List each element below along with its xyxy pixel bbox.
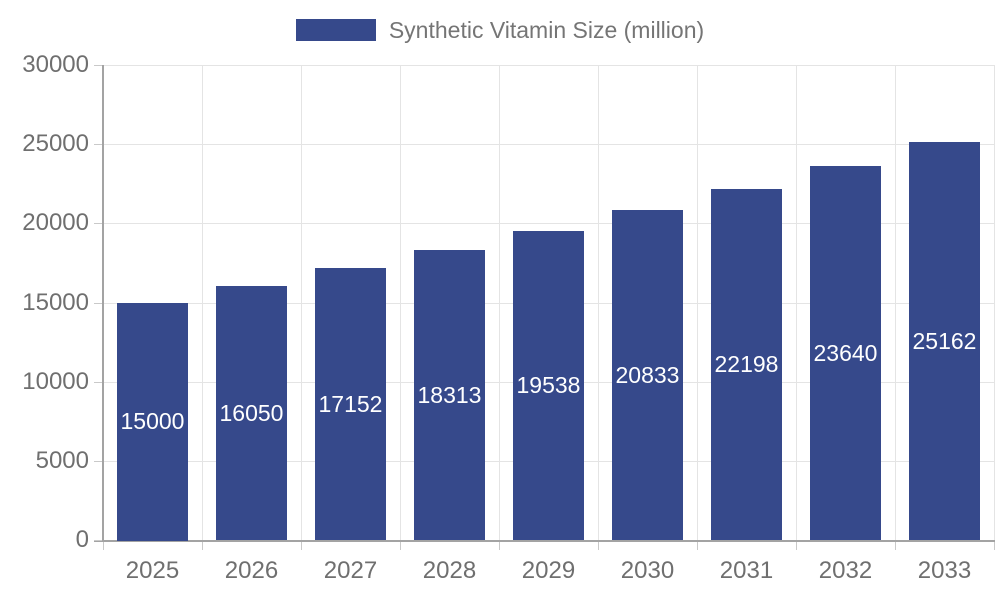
y-tick-label: 10000 bbox=[22, 368, 89, 395]
gridline-vertical bbox=[301, 65, 302, 540]
bar-value-label: 23640 bbox=[813, 340, 878, 366]
bar-2031[interactable] bbox=[711, 189, 782, 540]
x-tick-label-2027: 2027 bbox=[323, 557, 378, 584]
x-axis-tick bbox=[895, 542, 896, 550]
x-axis-tick bbox=[202, 542, 203, 550]
x-tick-label-2028: 2028 bbox=[422, 557, 477, 584]
bar-value-label: 20833 bbox=[615, 362, 680, 388]
y-axis-tick bbox=[94, 382, 102, 383]
bar-2028[interactable] bbox=[414, 250, 485, 540]
gridline-vertical bbox=[598, 65, 599, 540]
bar-value-label: 17152 bbox=[318, 391, 383, 417]
y-tick-label: 5000 bbox=[35, 447, 89, 474]
x-tick-label-2032: 2032 bbox=[818, 557, 873, 584]
legend-label: Synthetic Vitamin Size (million) bbox=[388, 16, 705, 43]
y-axis-tick bbox=[94, 65, 102, 66]
gridline-vertical bbox=[499, 65, 500, 540]
y-axis-tick bbox=[94, 461, 102, 462]
gridline-vertical bbox=[796, 65, 797, 540]
x-tick-label-2031: 2031 bbox=[719, 557, 774, 584]
bar-2026[interactable] bbox=[216, 286, 287, 540]
x-axis-tick bbox=[994, 542, 995, 550]
y-axis-line bbox=[102, 65, 104, 540]
gridline-vertical bbox=[697, 65, 698, 540]
gridline-vertical bbox=[994, 65, 995, 540]
x-axis-tick bbox=[796, 542, 797, 550]
x-axis-tick bbox=[499, 542, 500, 550]
x-axis-line bbox=[94, 540, 995, 542]
y-axis-tick bbox=[94, 223, 102, 224]
x-axis-tick bbox=[301, 542, 302, 550]
bar-2030[interactable] bbox=[612, 210, 683, 540]
y-tick-label: 30000 bbox=[22, 51, 89, 78]
bar-2033[interactable] bbox=[909, 142, 980, 540]
gridline-vertical bbox=[895, 65, 896, 540]
gridline-vertical bbox=[202, 65, 203, 540]
y-tick-label: 15000 bbox=[22, 289, 89, 316]
y-axis-tick bbox=[94, 303, 102, 304]
bar-value-label: 25162 bbox=[912, 328, 977, 354]
y-axis-tick bbox=[94, 144, 102, 145]
x-tick-label-2029: 2029 bbox=[521, 557, 576, 584]
bar-2027[interactable] bbox=[315, 268, 386, 540]
bar-value-label: 22198 bbox=[714, 351, 779, 377]
bar-value-label: 16050 bbox=[219, 400, 284, 426]
gridline-horizontal bbox=[103, 144, 994, 145]
x-axis-tick bbox=[103, 542, 104, 550]
legend-item[interactable]: Synthetic Vitamin Size (million) bbox=[0, 16, 1000, 44]
bar-2025[interactable] bbox=[117, 303, 188, 541]
gridline-horizontal bbox=[103, 223, 994, 224]
x-tick-label-2026: 2026 bbox=[224, 557, 279, 584]
gridline-horizontal bbox=[103, 65, 994, 66]
x-tick-label-2030: 2030 bbox=[620, 557, 675, 584]
y-tick-label: 20000 bbox=[22, 209, 89, 236]
bar-2032[interactable] bbox=[810, 166, 881, 540]
bar-value-label: 18313 bbox=[417, 382, 482, 408]
x-axis-tick bbox=[400, 542, 401, 550]
bar-value-label: 19538 bbox=[516, 372, 581, 398]
x-axis-tick bbox=[697, 542, 698, 550]
y-tick-label: 25000 bbox=[22, 130, 89, 157]
bar-value-label: 15000 bbox=[120, 408, 185, 434]
y-axis-tick bbox=[94, 540, 102, 541]
gridline-vertical bbox=[400, 65, 401, 540]
bar-2029[interactable] bbox=[513, 231, 584, 540]
y-tick-label: 0 bbox=[75, 526, 89, 553]
x-tick-label-2025: 2025 bbox=[125, 557, 180, 584]
x-tick-label-2033: 2033 bbox=[917, 557, 972, 584]
x-axis-tick bbox=[598, 542, 599, 550]
legend-swatch bbox=[295, 19, 376, 41]
